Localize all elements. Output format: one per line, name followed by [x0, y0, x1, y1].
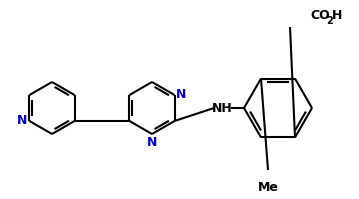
Text: H: H [332, 9, 342, 22]
Text: Me: Me [257, 181, 279, 194]
Text: 2: 2 [326, 16, 333, 26]
Text: N: N [176, 88, 186, 100]
Text: N: N [17, 114, 28, 128]
Text: CO: CO [310, 9, 330, 22]
Text: NH: NH [211, 101, 232, 114]
Text: N: N [147, 136, 157, 149]
